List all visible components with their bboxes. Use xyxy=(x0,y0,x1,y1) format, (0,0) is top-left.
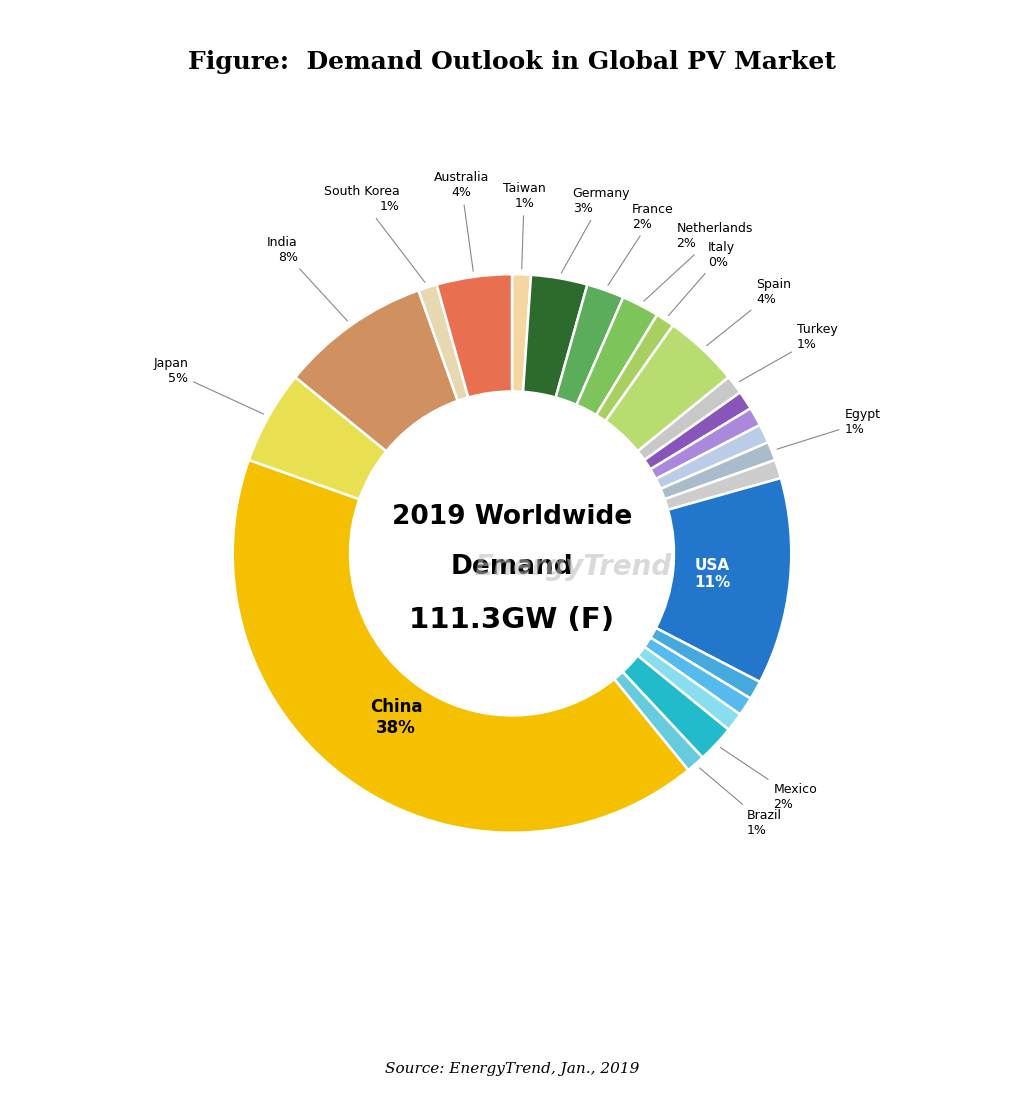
Wedge shape xyxy=(249,378,386,499)
Wedge shape xyxy=(655,425,768,489)
Wedge shape xyxy=(638,378,740,460)
Text: Figure:  Demand Outlook in Global PV Market: Figure: Demand Outlook in Global PV Mark… xyxy=(188,50,836,74)
Wedge shape xyxy=(660,443,775,499)
Wedge shape xyxy=(556,285,624,405)
Text: USA
11%: USA 11% xyxy=(694,558,730,591)
Text: Italy
0%: Italy 0% xyxy=(669,241,735,316)
Text: Netherlands
2%: Netherlands 2% xyxy=(644,222,753,301)
Text: EnergyTrend: EnergyTrend xyxy=(475,553,672,582)
Text: Egypt
1%: Egypt 1% xyxy=(777,408,881,449)
Text: Taiwan
1%: Taiwan 1% xyxy=(503,182,546,268)
Text: 111.3GW (F): 111.3GW (F) xyxy=(410,606,614,635)
Wedge shape xyxy=(644,638,751,714)
Text: Brazil
1%: Brazil 1% xyxy=(699,768,782,837)
Wedge shape xyxy=(638,647,740,730)
Wedge shape xyxy=(650,628,760,699)
Text: France
2%: France 2% xyxy=(608,203,674,285)
Wedge shape xyxy=(650,408,760,479)
Text: Spain
4%: Spain 4% xyxy=(707,278,791,346)
Wedge shape xyxy=(623,656,729,757)
Wedge shape xyxy=(614,672,702,771)
Wedge shape xyxy=(596,315,673,421)
Wedge shape xyxy=(512,274,531,392)
Text: China
38%: China 38% xyxy=(370,699,422,737)
Wedge shape xyxy=(523,275,588,397)
Wedge shape xyxy=(232,460,688,832)
Wedge shape xyxy=(419,285,468,401)
Wedge shape xyxy=(295,290,458,452)
Wedge shape xyxy=(655,478,792,682)
Text: Australia
4%: Australia 4% xyxy=(434,171,489,272)
Wedge shape xyxy=(665,460,781,510)
Wedge shape xyxy=(577,297,657,415)
Wedge shape xyxy=(605,326,729,452)
Text: Germany
3%: Germany 3% xyxy=(561,188,630,273)
Text: Mexico
2%: Mexico 2% xyxy=(721,747,817,811)
Text: Turkey
1%: Turkey 1% xyxy=(739,323,838,382)
Text: India
8%: India 8% xyxy=(267,236,347,321)
Text: South Korea
1%: South Korea 1% xyxy=(324,185,425,283)
Text: 2019 Worldwide: 2019 Worldwide xyxy=(392,505,632,530)
Text: Demand: Demand xyxy=(451,554,573,581)
Wedge shape xyxy=(644,392,751,469)
Wedge shape xyxy=(436,274,512,397)
Text: Source: EnergyTrend, Jan., 2019: Source: EnergyTrend, Jan., 2019 xyxy=(385,1062,639,1076)
Text: Japan
5%: Japan 5% xyxy=(154,358,263,414)
